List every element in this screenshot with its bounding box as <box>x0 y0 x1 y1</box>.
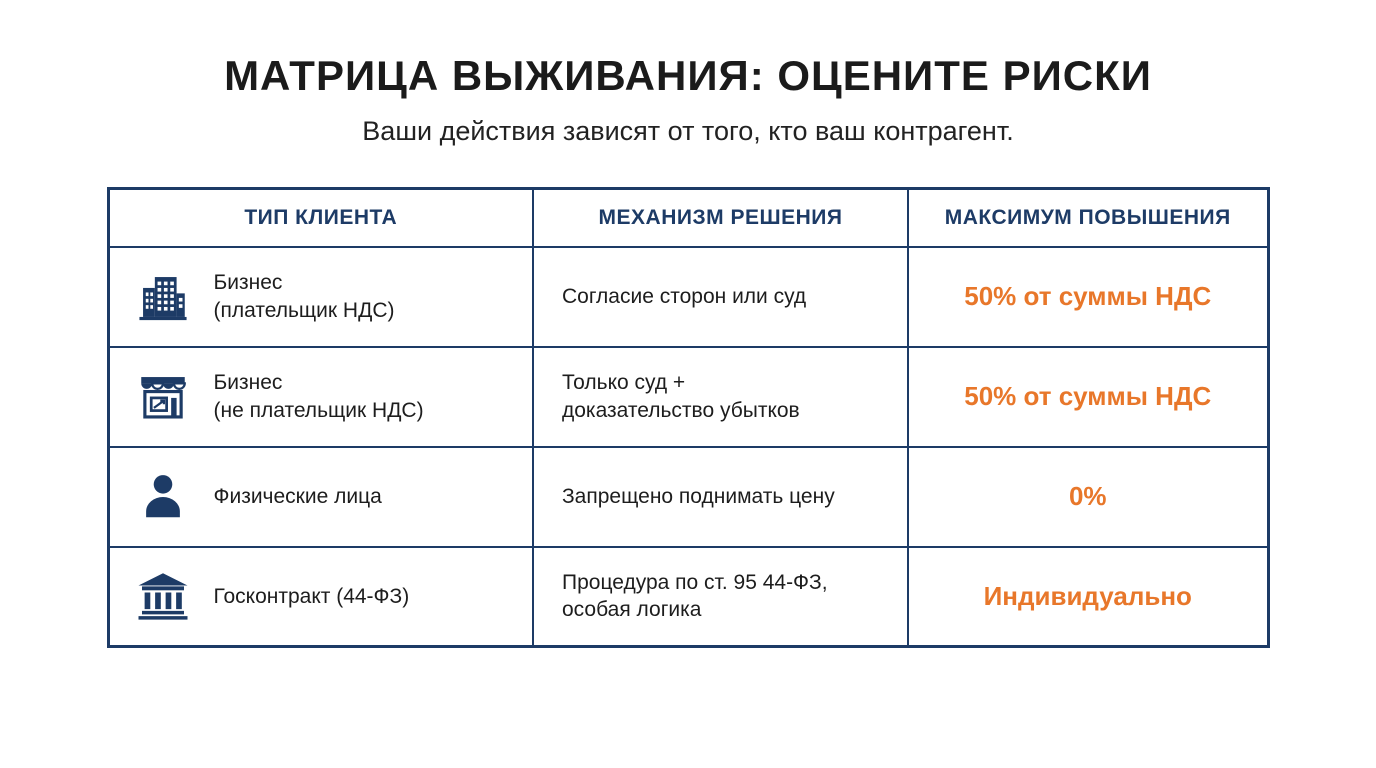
client-type-label: Бизнес (не плательщик НДС) <box>213 371 424 422</box>
mechanism-cell: Запрещено поднимать цену <box>532 445 909 548</box>
storefront-icon <box>132 368 194 426</box>
client-type-label: Госконтракт (44-ФЗ) <box>213 584 410 608</box>
mechanism-label: Запрещено поднимать цену <box>562 484 835 508</box>
client-type-cell: Бизнес (плательщик НДС) <box>107 245 534 348</box>
table-row: Бизнес (не плательщик НДС) Только суд + … <box>107 345 1269 448</box>
person-icon <box>132 470 194 524</box>
mechanism-label: Согласие сторон или суд <box>562 284 807 308</box>
table-row: Госконтракт (44-ФЗ) Процедура по ст. 95 … <box>107 545 1269 648</box>
max-increase-cell: Индивидуально <box>907 545 1269 648</box>
mechanism-cell: Согласие сторон или суд <box>532 245 909 348</box>
mechanism-label: Процедура по ст. 95 44-ФЗ, особая логика <box>562 570 828 622</box>
page-subtitle: Ваши действия зависят от того, кто ваш к… <box>362 116 1014 146</box>
client-type-cell: Бизнес (не плательщик НДС) <box>107 345 534 448</box>
table-row: Бизнес (плательщик НДС) Согласие сторон … <box>107 245 1269 348</box>
mechanism-cell: Только суд + доказательство убытков <box>532 345 909 448</box>
mechanism-label: Только суд + доказательство убытков <box>562 371 800 422</box>
bank-building-icon <box>132 568 194 624</box>
client-type-cell: Физические лица <box>107 445 534 548</box>
client-type-label: Физические лица <box>213 484 382 508</box>
column-header-client-type: ТИП КЛИЕНТА <box>107 187 534 248</box>
column-header-mechanism: МЕХАНИЗМ РЕШЕНИЯ <box>532 187 909 248</box>
client-type-cell: Госконтракт (44-ФЗ) <box>107 545 534 648</box>
max-increase-cell: 0% <box>907 445 1269 548</box>
table-header-row: ТИП КЛИЕНТА МЕХАНИЗМ РЕШЕНИЯ МАКСИМУМ ПО… <box>107 187 1269 248</box>
client-type-label: Бизнес (плательщик НДС) <box>213 271 395 322</box>
page-title: МАТРИЦА ВЫЖИВАНИЯ: ОЦЕНИТЕ РИСКИ <box>224 52 1152 99</box>
office-building-icon <box>132 268 194 326</box>
risk-matrix-table: ТИП КЛИЕНТА МЕХАНИЗМ РЕШЕНИЯ МАКСИМУМ ПО… <box>106 187 1270 648</box>
table-row: Физические лица Запрещено поднимать цену… <box>107 445 1269 548</box>
max-increase-cell: 50% от суммы НДС <box>907 345 1269 448</box>
mechanism-cell: Процедура по ст. 95 44-ФЗ, особая логика <box>532 545 909 648</box>
column-header-max-increase: МАКСИМУМ ПОВЫШЕНИЯ <box>907 187 1269 248</box>
max-increase-cell: 50% от суммы НДС <box>907 245 1269 348</box>
